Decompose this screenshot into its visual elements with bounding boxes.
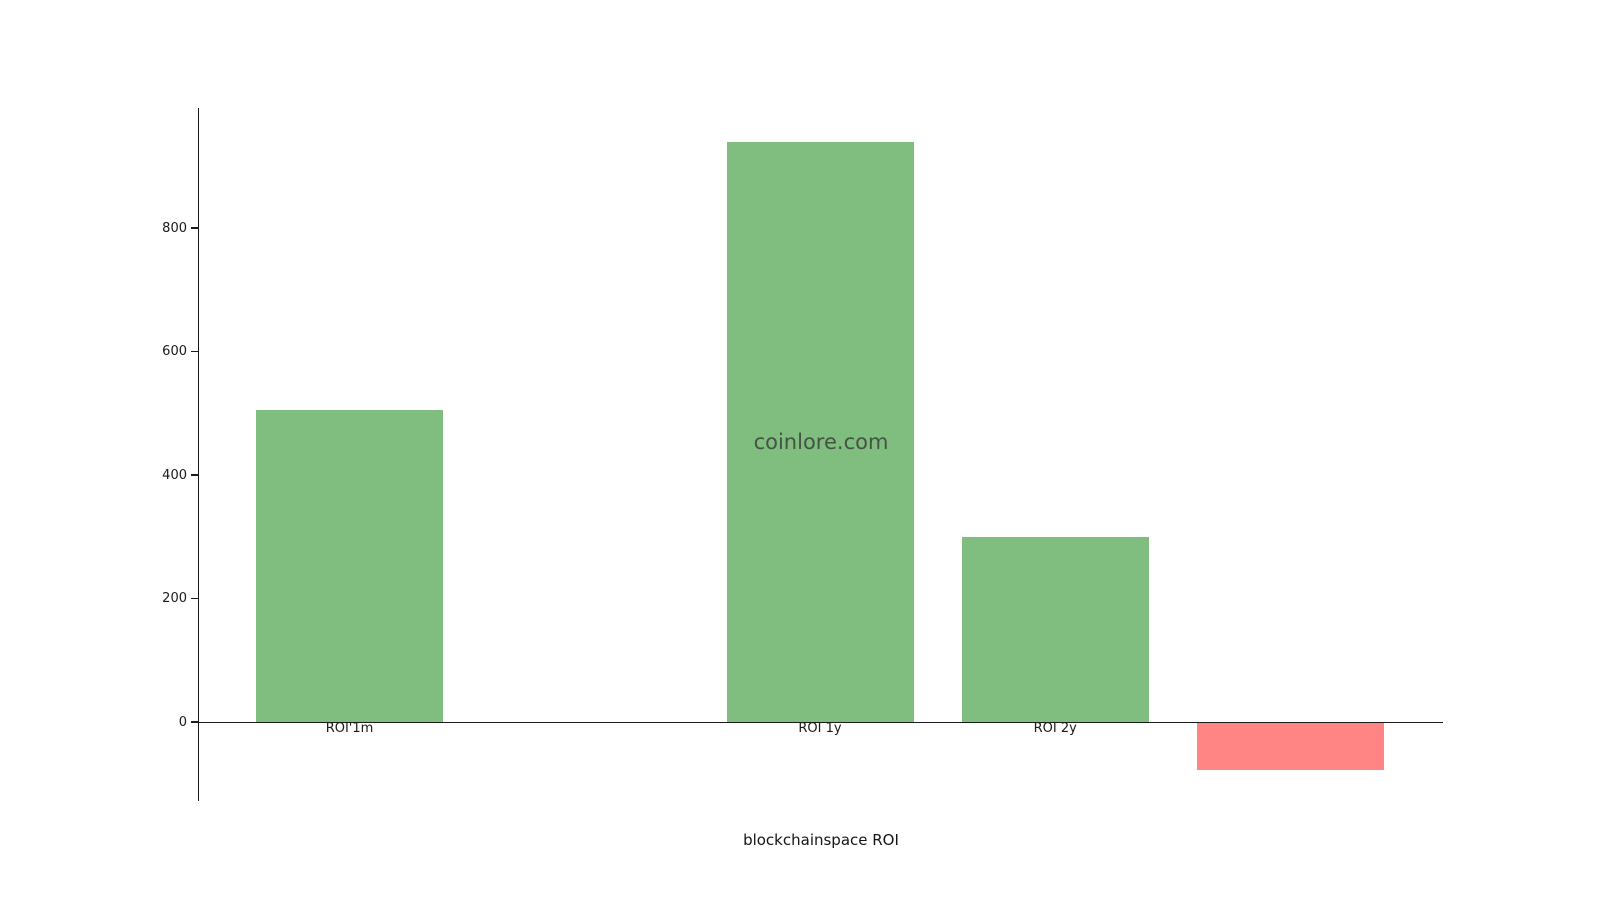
y-tick-label: 600: [162, 344, 187, 359]
y-tick-mark: [191, 227, 198, 229]
x-axis-line: [198, 721, 1443, 723]
bar-negative: [1197, 723, 1384, 770]
y-tick-mark: [191, 597, 198, 600]
bar-ROI'1m: [256, 410, 443, 722]
y-axis-line: [198, 108, 200, 801]
x-tick-label: ROI 2y: [1033, 721, 1077, 736]
x-tick-label: ROI 1y: [798, 721, 842, 736]
bar-ROI 1y: [726, 141, 914, 722]
watermark: coinlore.com: [753, 430, 889, 454]
y-tick-label: 200: [162, 591, 187, 606]
y-tick-mark: [191, 474, 198, 476]
y-tick-label: 800: [162, 220, 187, 236]
y-tick-mark: [191, 350, 198, 353]
x-tick-label: ROI'1m: [325, 721, 374, 736]
y-tick-label: 400: [162, 467, 187, 483]
chart-title: blockchainspace ROI: [743, 831, 899, 849]
bar-ROI 2y: [961, 536, 1149, 722]
y-tick-label: 0: [178, 714, 187, 730]
y-tick-mark: [191, 721, 198, 723]
